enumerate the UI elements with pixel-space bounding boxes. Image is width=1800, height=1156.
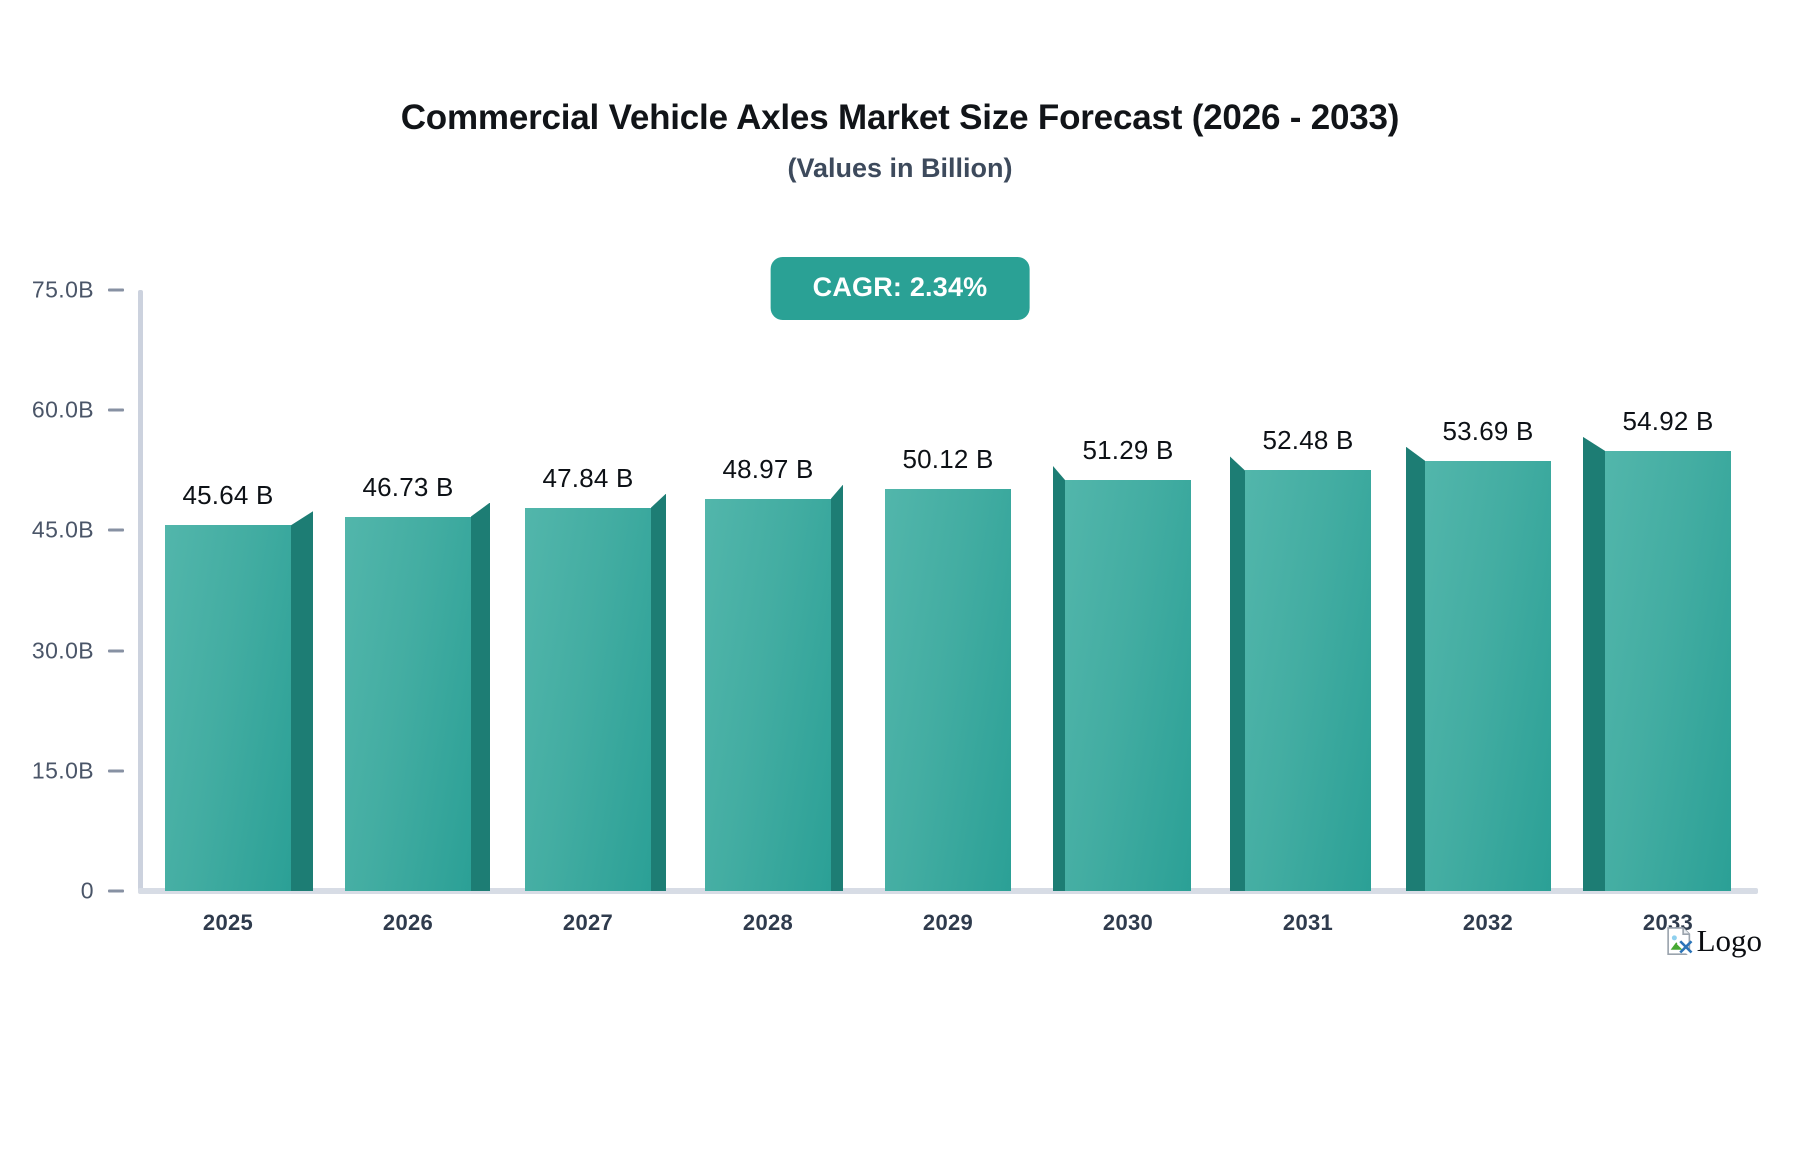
x-axis-label: 2026 [382,910,434,935]
bar[interactable]: 50.12 B [885,444,1011,891]
broken-image-icon [1666,926,1692,955]
bar-value-label: 48.97 B [722,453,814,484]
bar-group: 46.73 B [345,290,490,891]
bar-value-label: 51.29 B [1082,435,1174,465]
bar-side-face [291,511,313,891]
x-axis-label: 2029 [922,910,974,935]
bar-front-face [1425,460,1551,891]
y-axis-tick: 60.0B [32,397,138,424]
bar-group: 45.64 B [165,290,313,891]
bar-value-label: 47.84 B [542,462,634,493]
x-axis-line [138,888,1758,894]
bar-group: 48.97 B [705,290,843,891]
logo-placeholder: Logo [1665,925,1762,956]
bar-side-face [1230,456,1245,891]
bar-front-face [1245,470,1371,891]
x-axis-label: 2032 [1462,910,1514,935]
logo-alt-text: Logo [1696,923,1762,958]
bar[interactable]: 47.84 B [525,463,666,891]
y-axis-tick-label: 60.0B [31,396,94,423]
x-axis-label: 2030 [1102,910,1154,935]
bar[interactable]: 46.73 B [345,472,490,891]
y-axis-tick-label: 30.0B [31,637,94,664]
bar[interactable]: 52.48 B [1230,425,1371,891]
y-axis-tick-mark [108,288,124,292]
bar[interactable]: 53.69 B [1406,416,1551,891]
bar[interactable]: 45.64 B [165,480,313,891]
y-axis-tick-mark [108,649,124,653]
page-title: Commercial Vehicle Axles Market Size For… [400,98,1400,137]
bar[interactable]: 54.92 B [1583,406,1731,891]
y-axis-line [138,290,143,892]
bar-group: 53.69 B [1406,290,1551,891]
bar-front-face [525,507,651,891]
bar-side-face [471,502,490,891]
bar-value-label: 46.73 B [362,471,454,502]
y-axis-tick: 75.0B [32,277,138,304]
cagr-badge: CAGR: 2.34% [770,257,1030,320]
bar-side-face [1583,436,1605,891]
bar-group: 50.12 B [885,290,1011,891]
x-axis-label: 2028 [742,910,794,935]
y-axis-tick-label: 0 [80,877,94,904]
title-block: Commercial Vehicle Axles Market Size For… [0,98,1800,184]
y-axis-tick-label: 75.0B [31,276,94,303]
bar-group: 47.84 B [525,290,666,891]
bar-value-label: 50.12 B [902,444,994,475]
bar-front-face [1065,480,1191,891]
bar[interactable]: 48.97 B [705,454,843,891]
y-axis-tick: 0 [81,878,138,905]
x-axis-label: 2027 [562,910,614,935]
x-axis-label: 2025 [202,910,254,935]
y-axis-tick: 30.0B [32,637,138,664]
y-axis-tick-mark [108,408,124,412]
y-axis-tick-label: 45.0B [31,516,94,543]
bar-front-face [705,498,831,891]
y-axis-tick: 15.0B [32,757,138,784]
bar-front-face [165,525,291,891]
bar-side-face [1406,446,1425,891]
bar-front-face [345,516,471,891]
y-axis-tick-mark [108,769,124,773]
bar-group: 54.92 B [1583,290,1731,891]
bar-side-face [651,493,666,891]
bar-value-label: 52.48 B [1262,425,1354,456]
bar-front-face [885,489,1011,891]
bar-group: 51.29 B [1053,290,1191,891]
bar-side-face [831,484,843,891]
bar[interactable]: 51.29 B [1053,435,1191,891]
y-axis-tick-mark [108,528,124,532]
bar-value-label: 45.64 B [182,480,274,511]
bar-side-face [1053,466,1065,891]
bars-layer: 45.64 B 46.73 B 47.84 B 48.97 B 50.12 B 51.29… [138,290,1758,891]
bar-front-face [1605,450,1731,891]
bar-value-label: 53.69 B [1442,415,1534,446]
y-axis-tick: 45.0B [32,517,138,544]
bar-group: 52.48 B [1230,290,1371,891]
chart-subtitle: (Values in Billion) [787,153,1013,184]
bar-value-label: 54.92 B [1622,405,1714,436]
x-axis-label: 2031 [1282,910,1334,935]
y-axis-tick-label: 15.0B [31,757,94,784]
plot-area: 45.64 B 46.73 B 47.84 B 48.97 B 50.12 B 51.29… [32,277,1758,935]
y-axis-tick-mark [108,889,124,893]
